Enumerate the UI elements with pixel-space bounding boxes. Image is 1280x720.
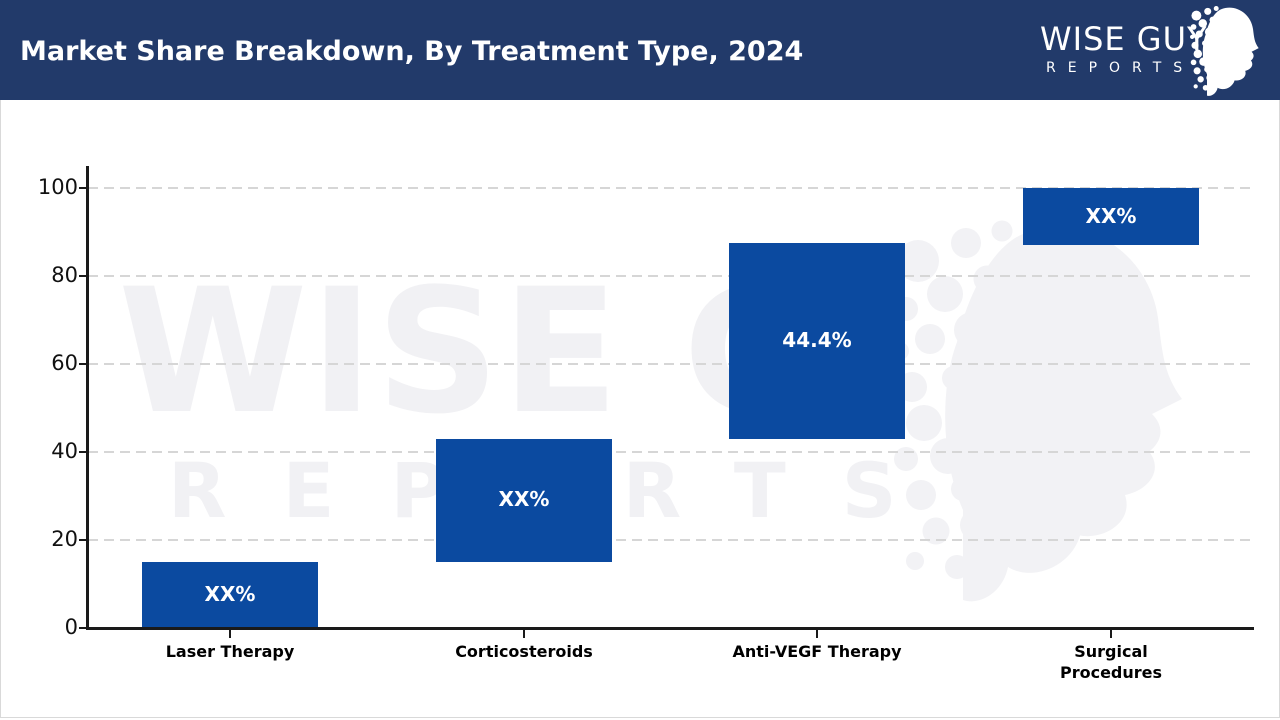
y-axis-tick	[79, 275, 88, 277]
x-axis-tick	[229, 630, 231, 638]
y-tick-label: 40	[51, 439, 78, 463]
y-tick-label: 100	[37, 175, 78, 199]
bar-value-label: XX%	[498, 487, 550, 512]
x-axis-tick	[523, 630, 525, 638]
brand-name: WISE GUY	[1040, 20, 1208, 58]
bar	[729, 243, 905, 439]
y-tick-label: 80	[51, 263, 78, 287]
y-axis-line	[86, 166, 89, 630]
gridline	[88, 451, 1254, 453]
y-axis-tick	[79, 627, 88, 629]
bar-value-label: XX%	[1085, 203, 1137, 228]
x-axis-tick	[1110, 630, 1112, 638]
x-category-label: Anti-VEGF Therapy	[732, 642, 902, 661]
x-category-label: Laser Therapy	[165, 642, 295, 661]
y-tick-label: 0	[64, 615, 78, 639]
y-axis-tick	[79, 451, 88, 453]
gridline	[88, 275, 1254, 277]
y-tick-label: 20	[51, 527, 78, 551]
bar-value-label: XX%	[204, 582, 256, 606]
brand-subtitle: REPORTS	[1046, 60, 1195, 76]
x-axis-line	[86, 627, 1254, 630]
header-bar: Market Share Breakdown, By Treatment Typ…	[0, 0, 1280, 100]
y-axis-tick	[79, 187, 88, 189]
brand-logo-text: WISE GUY REPORTS	[1040, 20, 1220, 76]
chart-title: Market Share Breakdown, By Treatment Typ…	[20, 36, 804, 67]
gridline	[88, 187, 1254, 189]
y-axis-tick	[79, 363, 88, 365]
bar	[436, 438, 612, 562]
bar-value-label: 44.4%	[782, 328, 852, 353]
y-tick-label: 60	[51, 351, 78, 375]
y-axis-tick	[79, 539, 88, 541]
gridline	[88, 539, 1254, 541]
bar	[1023, 188, 1199, 246]
x-category-label: Corticosteroids	[455, 642, 593, 661]
bar	[142, 562, 318, 628]
x-axis-tick	[816, 630, 818, 638]
brand-head-icon	[1190, 6, 1259, 96]
gridline	[88, 363, 1254, 365]
x-category-label: Surgical Procedures	[1059, 642, 1163, 682]
